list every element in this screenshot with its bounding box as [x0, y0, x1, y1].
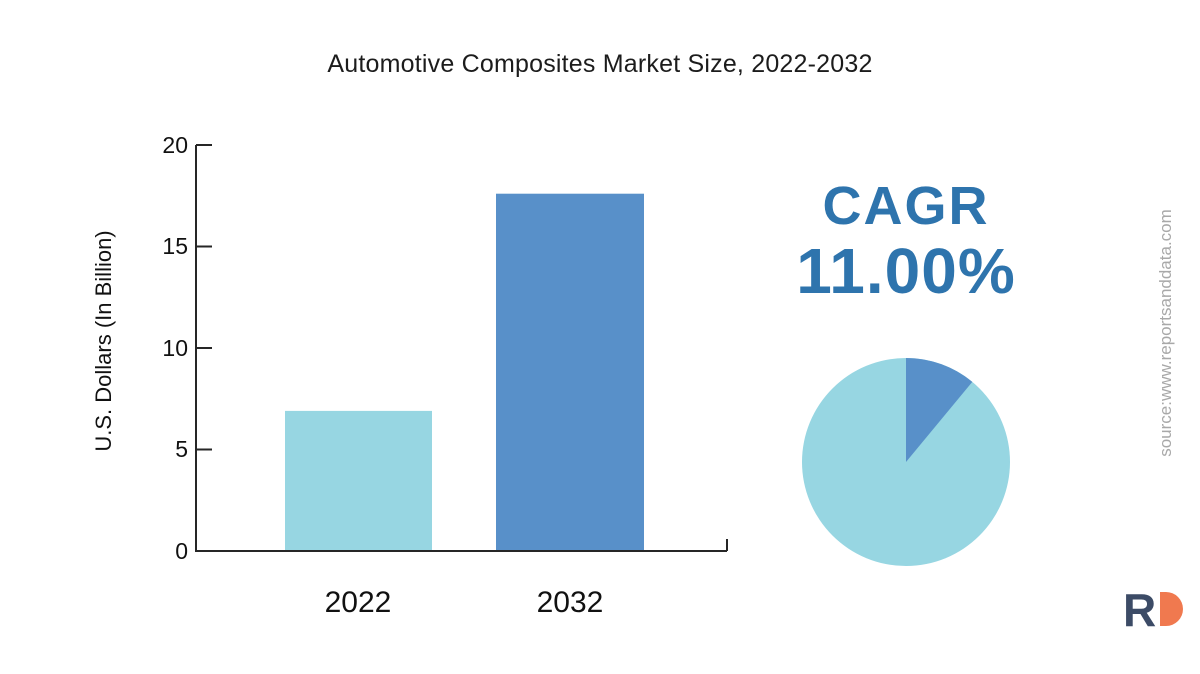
cagr-value: 11.00% [796, 235, 1016, 307]
reports-and-data-logo: R [1123, 584, 1183, 636]
cagr-label: CAGR [822, 176, 990, 236]
y-tick-10: 10 [162, 335, 188, 361]
chart-title: Automotive Composites Market Size, 2022-… [327, 50, 873, 78]
x-label-2032: 2032 [536, 586, 604, 619]
source-credit: source:www.reportsanddata.com [1156, 209, 1175, 457]
y-tick-15: 15 [162, 233, 188, 259]
bar-2032 [496, 193, 644, 551]
logo-letter-r: R [1123, 584, 1156, 636]
axis-frame [195, 144, 728, 552]
y-axis-label: U.S. Dollars (In Billion) [91, 230, 116, 452]
bar-2022 [285, 410, 432, 551]
cagr-callout: CAGR 11.00% [746, 176, 1066, 306]
cagr-pie [802, 358, 1010, 566]
y-tick-5: 5 [175, 436, 188, 462]
y-tick-20: 20 [162, 132, 188, 158]
y-tick-0: 0 [175, 538, 188, 564]
logo-letter-d-shape [1160, 592, 1183, 626]
pie-slice [906, 358, 973, 462]
x-label-2022: 2022 [324, 586, 392, 619]
